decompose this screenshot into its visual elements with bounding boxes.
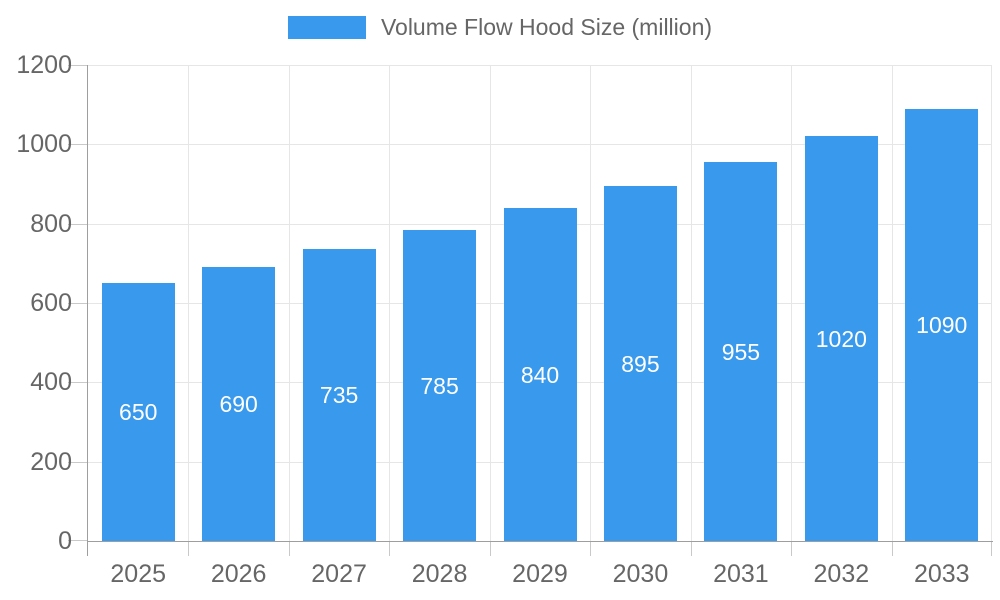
x-tick — [590, 541, 591, 556]
bar: 735 — [302, 249, 376, 541]
bar: 1090 — [905, 109, 979, 541]
y-axis-tick-label: 1200 — [16, 51, 72, 79]
bar: 840 — [503, 208, 577, 541]
gridline-v — [490, 65, 491, 541]
bar-value-label: 1090 — [916, 312, 968, 338]
gridline-v — [590, 65, 591, 541]
y-tick — [68, 382, 88, 384]
x-axis-tick-label: 2028 — [411, 560, 468, 588]
x-tick — [389, 541, 390, 556]
gridline-v — [289, 65, 290, 541]
gridline-v — [991, 65, 992, 541]
bar: 1020 — [804, 136, 878, 541]
legend-swatch-icon — [287, 15, 366, 39]
x-axis-tick-label: 2032 — [813, 560, 870, 588]
bar-value-label: 895 — [621, 350, 660, 377]
x-axis-tick-label: 2026 — [210, 560, 267, 588]
bar: 955 — [704, 162, 778, 541]
bar-value-label: 690 — [219, 391, 258, 417]
y-axis-line — [87, 65, 88, 542]
x-tick — [691, 541, 692, 556]
x-axis-tick-label: 2033 — [913, 560, 970, 588]
gridline-v — [389, 65, 390, 541]
x-tick — [791, 541, 792, 556]
bar-value-label: 1020 — [815, 325, 867, 352]
x-tick — [991, 541, 992, 556]
x-tick — [892, 541, 893, 556]
gridline-h — [88, 144, 992, 146]
x-axis-tick-label: 2031 — [713, 560, 769, 588]
bar-value-label: 650 — [119, 399, 158, 425]
y-tick — [68, 144, 88, 146]
x-tick — [490, 541, 491, 556]
y-axis-tick-label: 800 — [30, 209, 72, 238]
x-tick — [188, 541, 189, 556]
y-tick — [68, 461, 88, 463]
x-axis-line — [87, 541, 993, 542]
bar-value-label: 955 — [721, 338, 761, 365]
chart-legend: Volume Flow Hood Size (million) — [0, 14, 1000, 40]
y-axis-tick-label: 1000 — [16, 130, 72, 159]
gridline-v — [892, 65, 893, 541]
x-axis-tick-label: 2029 — [512, 560, 568, 588]
x-axis-tick-label: 2027 — [311, 560, 367, 588]
bar-value-label: 735 — [319, 382, 359, 408]
y-tick — [68, 540, 88, 541]
x-tick — [289, 541, 290, 556]
bar: 690 — [202, 267, 276, 541]
y-axis-tick-label: 200 — [30, 447, 72, 476]
bar-value-label: 785 — [420, 372, 459, 399]
gridline-v — [691, 65, 692, 541]
y-tick — [68, 65, 88, 66]
gridline-v — [188, 65, 189, 541]
gridline-h — [88, 65, 992, 66]
gridline-v — [791, 65, 792, 541]
plot-area: 650 690 735 785 840 895 955 1020 1090 — [68, 65, 993, 556]
legend-item[interactable]: Volume Flow Hood Size (million) — [287, 14, 713, 40]
x-tick — [87, 541, 88, 556]
x-axis-tick-label: 2025 — [110, 560, 167, 588]
y-tick — [68, 303, 88, 304]
x-axis-tick-label: 2030 — [612, 560, 669, 588]
y-tick — [68, 223, 88, 225]
legend-label: Volume Flow Hood Size (million) — [380, 14, 713, 40]
y-axis-tick-label: 600 — [30, 289, 72, 317]
bar: 650 — [101, 283, 175, 541]
y-axis-tick-label: 0 — [58, 527, 72, 555]
bar-value-label: 840 — [520, 361, 560, 388]
bar: 895 — [603, 186, 677, 541]
bar: 785 — [403, 230, 477, 541]
y-axis-tick-label: 400 — [30, 368, 72, 397]
